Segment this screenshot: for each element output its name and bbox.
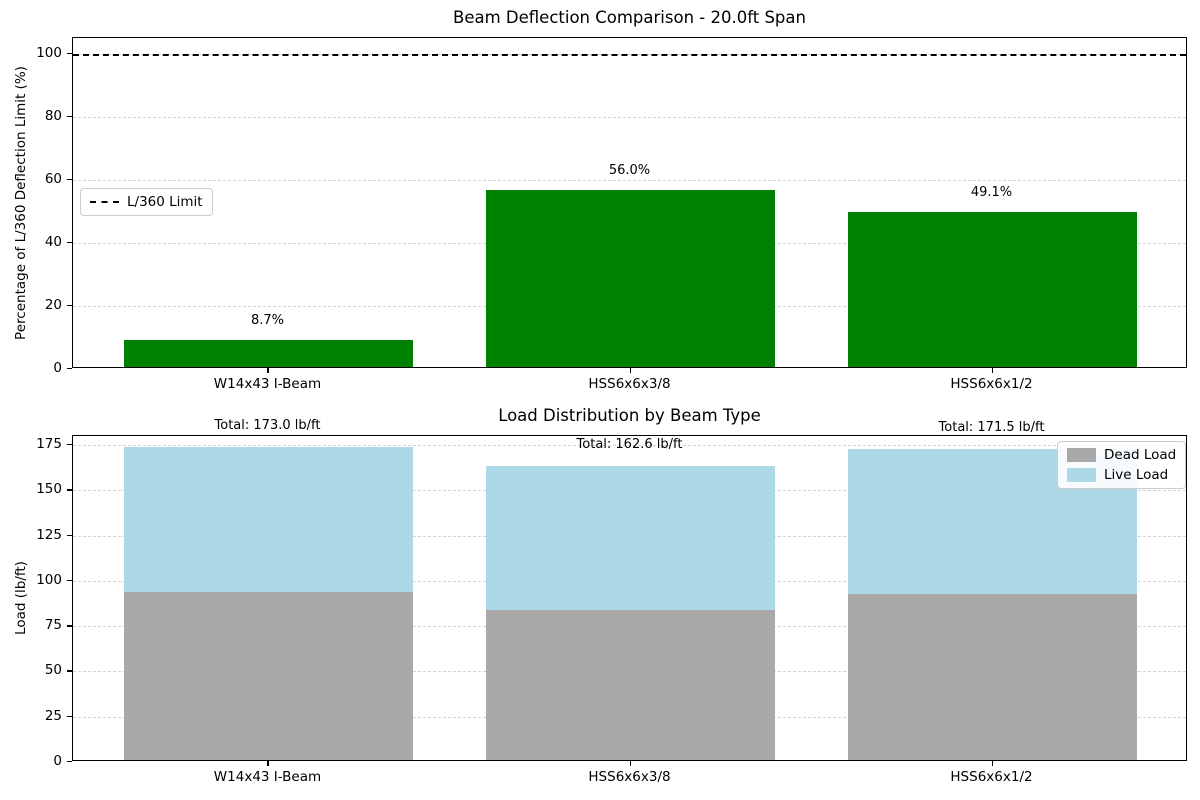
legend-entry: Live Load — [1067, 467, 1176, 483]
legend-entry: Dead Load — [1067, 447, 1176, 463]
dashed-line-swatch — [90, 200, 119, 203]
legend-label: Live Load — [1104, 467, 1169, 483]
x-tickmark — [991, 761, 993, 766]
dead-load-bar-1 — [123, 591, 414, 760]
y-tick-label: 0 — [53, 360, 62, 376]
deflection-plot-area — [72, 37, 1187, 368]
load-chart-title: Load Distribution by Beam Type — [498, 406, 761, 425]
y-tick-label: 0 — [53, 753, 62, 769]
legend: Dead Load Live Load — [1057, 441, 1187, 489]
deflection-chart-title: Beam Deflection Comparison - 20.0ft Span — [453, 8, 806, 27]
l360-limit-line — [73, 53, 1186, 56]
y-tickmark — [67, 368, 72, 370]
y-tick-label: 150 — [36, 481, 62, 498]
x-tickmark — [629, 368, 631, 373]
y-tick-label: 75 — [44, 617, 62, 634]
y-tickmark — [67, 304, 72, 307]
y-tickmark — [67, 489, 72, 491]
color-swatch — [1067, 448, 1096, 462]
deflection-value-label: 49.1% — [970, 185, 1013, 201]
y-tick-label: 125 — [36, 526, 62, 543]
y-tickmark — [67, 115, 72, 118]
y-tick-label: 80 — [44, 107, 62, 124]
x-tick-label-3: HSS6x6x1/2 — [950, 769, 1033, 785]
gridline-175 — [73, 445, 1186, 447]
x-tickmark — [267, 761, 269, 766]
deflection-value-label: 56.0% — [608, 163, 651, 179]
x-tick-label-2: HSS6x6x3/8 — [588, 376, 671, 392]
x-tick-label-1: W14x43 I-Beam — [213, 769, 322, 785]
legend-label: L/360 Limit — [127, 193, 203, 210]
y-tick-label: 20 — [44, 296, 62, 313]
deflection-bar-2 — [485, 190, 776, 367]
live-load-bar-2 — [485, 465, 776, 611]
y-tickmark — [67, 52, 72, 55]
y-tickmark — [67, 178, 72, 181]
gridline-60 — [73, 179, 1186, 181]
dead-load-bar-2 — [485, 610, 776, 760]
y-tickmark — [67, 625, 72, 627]
live-load-bar-1 — [123, 446, 414, 592]
y-tickmark — [67, 670, 72, 672]
deflection-bar-3 — [847, 212, 1138, 367]
y-tick-label: 60 — [44, 170, 62, 187]
dead-load-bar-3 — [847, 594, 1138, 760]
y-tickmark — [67, 444, 72, 446]
deflection-value-label: 8.7% — [250, 312, 284, 328]
y-tickmark — [67, 715, 72, 718]
y-tick-label: 25 — [44, 707, 62, 724]
total-load-label: Total: 171.5 lb/ft — [938, 420, 1045, 436]
total-load-label: Total: 162.6 lb/ft — [576, 436, 683, 452]
y-tickmark — [67, 761, 72, 763]
y-tick-label: 40 — [44, 233, 62, 250]
y-tick-label: 175 — [36, 436, 62, 453]
legend-label: Dead Load — [1104, 447, 1177, 463]
y-tickmark — [67, 579, 72, 582]
y-tick-label: 50 — [44, 662, 62, 679]
load-plot-area — [72, 435, 1187, 761]
x-tickmark — [991, 368, 993, 373]
color-swatch — [1067, 468, 1096, 482]
x-tickmark — [267, 368, 269, 373]
x-tick-label-3: HSS6x6x1/2 — [950, 376, 1033, 392]
y-tickmark — [67, 534, 72, 536]
y-tickmark — [67, 241, 72, 244]
x-tick-label-1: W14x43 I-Beam — [213, 376, 322, 392]
deflection-bar-1 — [123, 339, 414, 367]
total-load-label: Total: 173.0 lb/ft — [214, 417, 321, 433]
x-tick-label-2: HSS6x6x3/8 — [588, 769, 671, 785]
x-tickmark — [629, 761, 631, 766]
legend: L/360 Limit — [80, 187, 213, 216]
y-tick-label: 100 — [36, 571, 62, 588]
legend-entry: L/360 Limit — [90, 194, 203, 210]
y-tick-label: 100 — [36, 44, 62, 61]
gridline-80 — [73, 116, 1186, 118]
